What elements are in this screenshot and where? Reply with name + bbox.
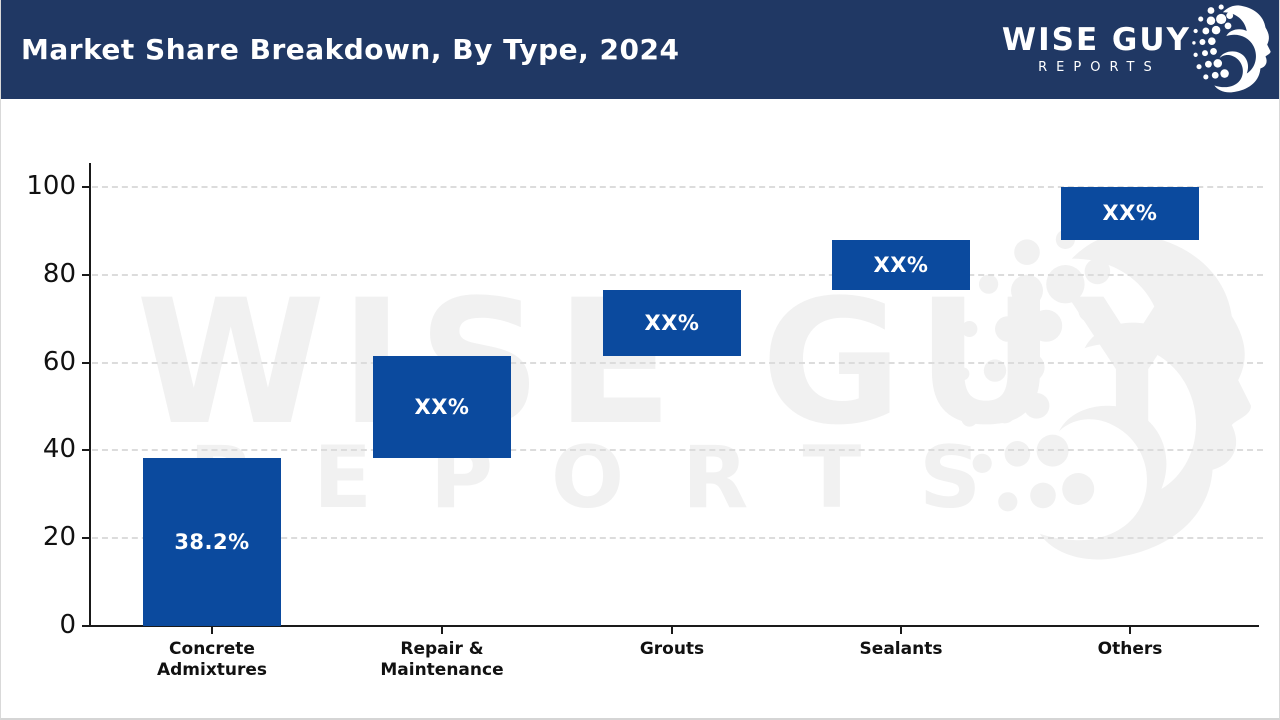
y-tick-label: 100 (26, 171, 76, 201)
x-tick-mark (900, 627, 902, 634)
category-label: Grouts (557, 639, 787, 660)
x-tick-mark (671, 627, 673, 634)
category-label-line: Repair & (400, 639, 484, 659)
y-tick-mark (82, 625, 90, 627)
bar-value-label: 38.2% (174, 530, 250, 555)
gridline (92, 273, 1263, 276)
category-label: Repair & Maintenance (327, 639, 557, 682)
category-label: Sealants (786, 639, 1016, 660)
y-tick-mark (82, 361, 90, 364)
category-label-line: Sealants (859, 639, 943, 659)
category-label-line: Grouts (639, 639, 705, 659)
bar-segment: XX% (1061, 187, 1199, 240)
category-label-line: Admixtures (156, 660, 268, 681)
bar-value-label: XX% (644, 311, 700, 336)
y-tick-mark (82, 273, 90, 276)
wise-guy-reports-logo: WISE GUY REPORTS (1001, 2, 1279, 98)
category-label: Others (1015, 639, 1245, 660)
bar-value-label: XX% (1102, 201, 1158, 226)
y-tick-mark (82, 449, 90, 452)
x-tick-mark (441, 627, 443, 634)
y-tick-mark (82, 537, 90, 540)
category-label-line: Maintenance (380, 660, 504, 681)
bar-value-label: XX% (873, 252, 929, 277)
gridline (92, 537, 1263, 540)
bar-segment: XX% (373, 356, 511, 459)
y-tick-label: 60 (42, 346, 76, 377)
y-axis-line (89, 163, 91, 627)
x-axis-line (89, 625, 1259, 627)
wise-guy-head-icon (1185, 2, 1271, 98)
logo-name: WISE GUY (1001, 22, 1191, 58)
y-tick-label: 0 (59, 610, 76, 640)
bar-segment: XX% (603, 290, 741, 356)
gridline (92, 449, 1263, 452)
x-tick-mark (211, 627, 213, 634)
gridline (92, 361, 1263, 364)
category-label: Concrete Admixtures (97, 639, 327, 682)
header-bar: Market Share Breakdown, By Type, 2024 WI… (1, 0, 1279, 99)
category-label-line: Concrete (169, 639, 255, 659)
chart-title: Market Share Breakdown, By Type, 2024 (21, 33, 680, 66)
bar-value-label: XX% (414, 395, 470, 420)
y-tick-mark (82, 186, 90, 188)
watermark-head-icon (931, 215, 1251, 575)
logo-wordmark: WISE GUY REPORTS (1001, 22, 1191, 75)
y-tick-label: 40 (42, 434, 76, 465)
bar-segment: XX% (832, 239, 970, 291)
x-tick-mark (1129, 627, 1131, 634)
y-tick-label: 20 (42, 522, 76, 553)
logo-subname: REPORTS (1038, 60, 1161, 75)
watermark-subword: REPORTS (189, 428, 1040, 528)
bar-segment: 38.2% (143, 458, 281, 626)
category-label-line: Others (1097, 639, 1163, 659)
gridline (92, 186, 1263, 188)
y-tick-label: 80 (42, 258, 76, 289)
